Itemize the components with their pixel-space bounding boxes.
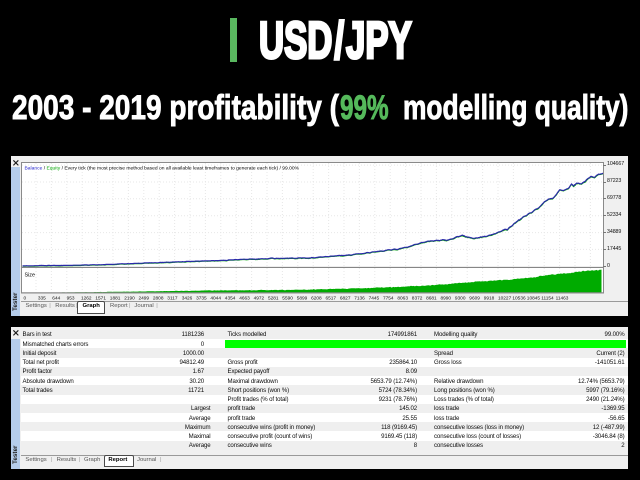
svg-text:1262: 1262 <box>81 295 92 301</box>
svg-text:3117: 3117 <box>167 295 178 301</box>
svg-text:4044: 4044 <box>210 295 221 301</box>
svg-text:953: 953 <box>66 295 74 301</box>
svg-text:8063: 8063 <box>397 295 408 301</box>
svg-text:10227: 10227 <box>498 295 512 301</box>
svg-text:4354: 4354 <box>224 295 235 301</box>
svg-text:7136: 7136 <box>354 295 365 301</box>
svg-text:8990: 8990 <box>440 295 451 301</box>
svg-text:1571: 1571 <box>95 295 106 301</box>
svg-text:8372: 8372 <box>411 295 422 301</box>
svg-text:11154: 11154 <box>541 295 554 301</box>
svg-text:2190: 2190 <box>124 295 135 301</box>
svg-text:10845: 10845 <box>526 295 540 301</box>
svg-text:9918: 9918 <box>483 295 494 301</box>
svg-text:Size: Size <box>24 272 35 278</box>
svg-text:7754: 7754 <box>383 295 394 301</box>
svg-text:7445: 7445 <box>368 295 379 301</box>
svg-text:5281: 5281 <box>268 295 279 301</box>
svg-text:3735: 3735 <box>196 295 207 301</box>
svg-text:335: 335 <box>37 295 45 301</box>
svg-text:644: 644 <box>52 295 60 301</box>
svg-text:9609: 9609 <box>469 295 480 301</box>
svg-text:10536: 10536 <box>512 295 526 301</box>
svg-text:0: 0 <box>23 295 26 301</box>
svg-text:1881: 1881 <box>109 295 120 301</box>
svg-text:6208: 6208 <box>311 295 322 301</box>
svg-text:9300: 9300 <box>454 295 465 301</box>
svg-text:11463: 11463 <box>555 295 568 301</box>
svg-text:8681: 8681 <box>426 295 437 301</box>
svg-text:3426: 3426 <box>181 295 192 301</box>
svg-text:2499: 2499 <box>138 295 149 301</box>
svg-text:2808: 2808 <box>152 295 163 301</box>
svg-text:5590: 5590 <box>282 295 293 301</box>
svg-text:6827: 6827 <box>339 295 350 301</box>
svg-text:5899: 5899 <box>296 295 307 301</box>
svg-text:4972: 4972 <box>253 295 264 301</box>
svg-text:Balance / Equity / Every tick: Balance / Equity / Every tick (the most … <box>24 165 299 171</box>
svg-text:4663: 4663 <box>239 295 250 301</box>
svg-text:6517: 6517 <box>325 295 336 301</box>
